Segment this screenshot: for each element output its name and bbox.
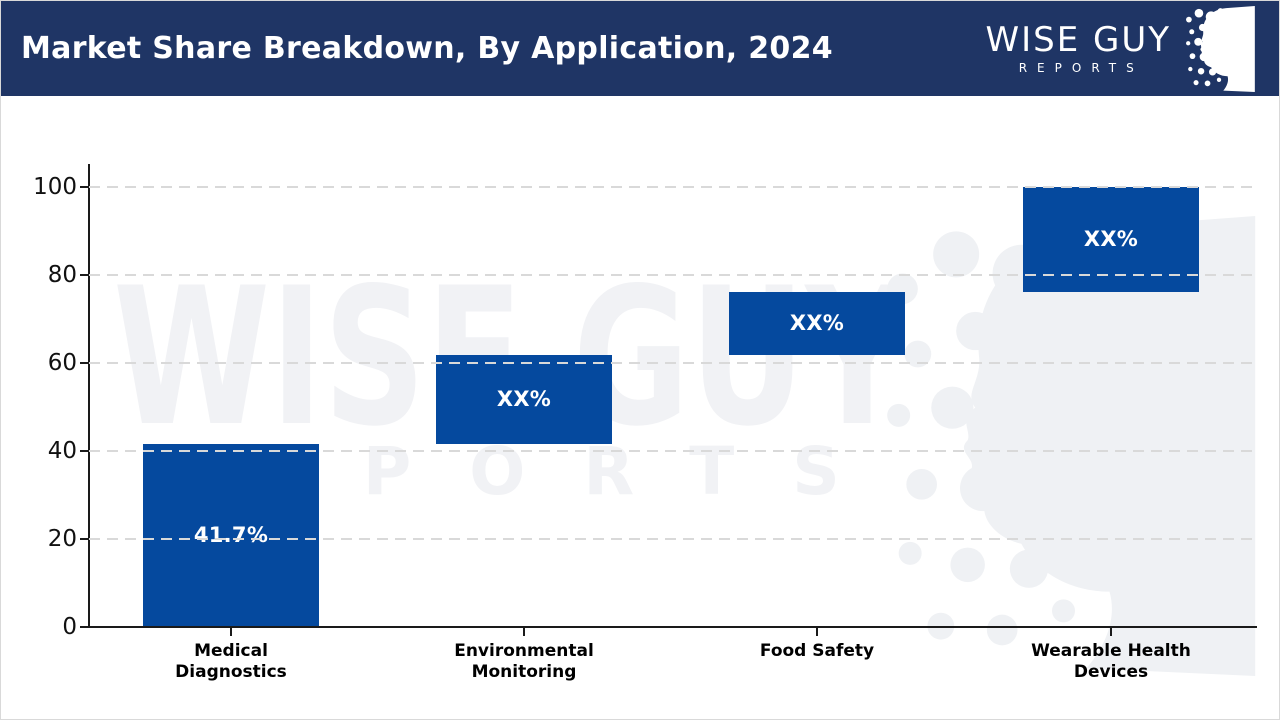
x-tick-mark (816, 628, 818, 636)
gridline (89, 538, 1257, 540)
x-tick-mark (230, 628, 232, 636)
y-tick-mark (80, 626, 88, 628)
y-tick-label: 100 (33, 174, 77, 200)
category-label-line: Environmental (454, 641, 594, 661)
y-tick-mark (80, 450, 88, 452)
logo-wordmark-line1: WISE GUY (985, 19, 1171, 60)
category-label: Food Safety (687, 641, 947, 662)
y-tick-label: 20 (47, 526, 77, 552)
y-axis-line (88, 164, 90, 628)
y-tick-mark (80, 538, 88, 540)
y-tick-mark (80, 362, 88, 364)
gridline (89, 362, 1257, 364)
category-label-line: Food Safety (759, 641, 875, 661)
bar-value-label: XX% (1083, 227, 1139, 252)
category-label: Wearable Health Devices (981, 641, 1241, 683)
x-tick-mark (523, 628, 525, 636)
y-tick-label: 0 (62, 614, 77, 640)
gridline (89, 274, 1257, 276)
bar-segment: XX% (729, 291, 905, 355)
page-title: Market Share Breakdown, By Application, … (21, 31, 833, 66)
bar-segment: XX% (436, 354, 612, 444)
logo-face-icon (1186, 5, 1255, 92)
x-tick-mark (1110, 628, 1112, 636)
y-tick-mark (80, 186, 88, 188)
watermark-face-icon (887, 216, 1256, 676)
bar-value-label: XX% (496, 387, 552, 412)
category-label: Medical Diagnostics (101, 641, 361, 683)
y-tick-mark (80, 274, 88, 276)
gridline (89, 450, 1257, 452)
category-label-line: Monitoring (471, 662, 577, 682)
category-label-line: Wearable Health (1031, 641, 1191, 661)
category-label-line: Devices (1073, 662, 1149, 682)
logo-wordmark-line2: REPORTS (1018, 60, 1144, 75)
gridline (89, 186, 1257, 188)
category-label-line: Diagnostics (175, 662, 287, 682)
logo-wordmark: WISE GUY REPORTS (985, 23, 1171, 75)
bar-segment: XX% (1023, 187, 1199, 292)
bar-value-label: 41.7% (193, 523, 269, 548)
header-bar: Market Share Breakdown, By Application, … (1, 1, 1279, 96)
y-tick-label: 60 (47, 350, 77, 376)
category-label: Environmental Monitoring (394, 641, 654, 683)
y-tick-label: 80 (47, 262, 77, 288)
y-tick-label: 40 (47, 438, 77, 464)
wise-guy-logo: WISE GUY REPORTS (985, 5, 1265, 92)
x-axis-line (88, 626, 1257, 628)
bar-segment: 41.7% (143, 443, 319, 627)
bar-value-label: XX% (789, 311, 845, 336)
category-label-line: Medical (194, 641, 268, 661)
